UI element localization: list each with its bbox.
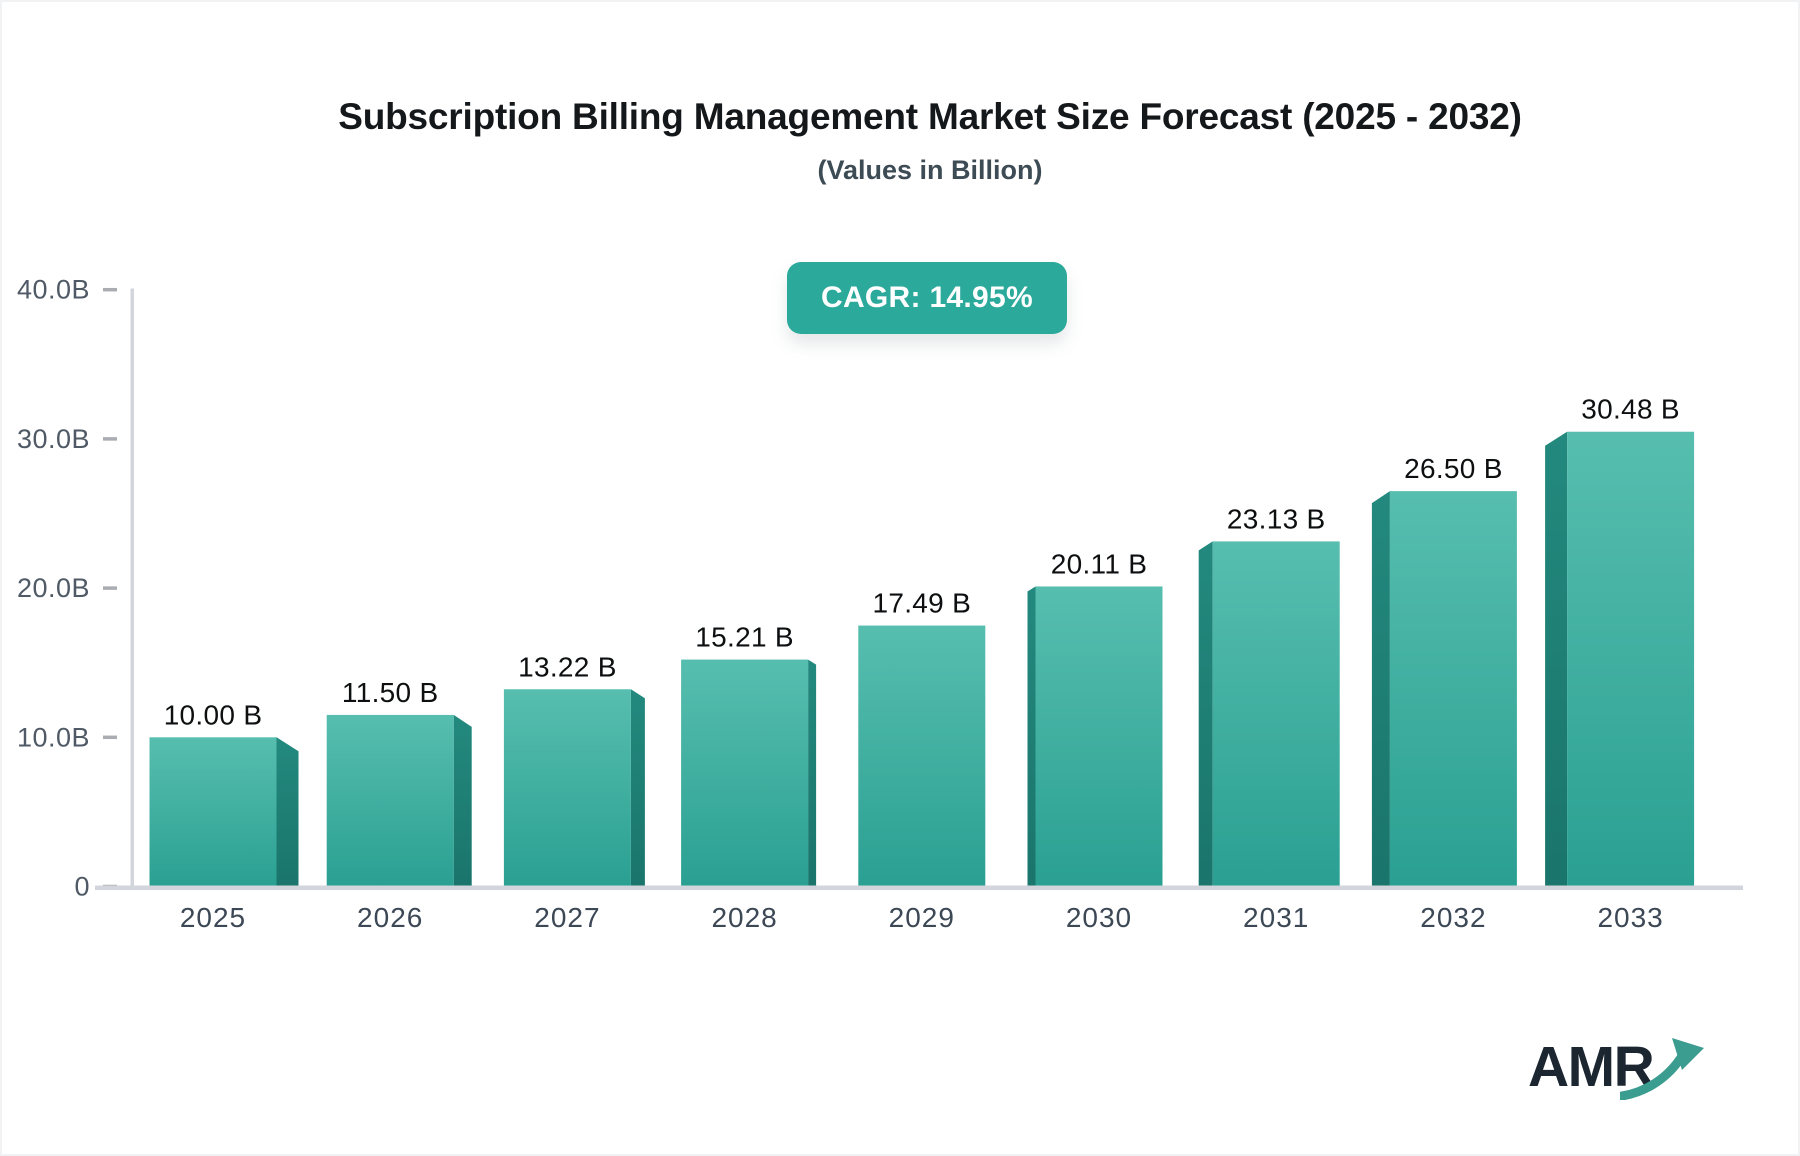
bar-value-label: 13.22 B: [518, 651, 617, 682]
x-category-label: 2031: [1243, 902, 1309, 933]
x-axis-line: [95, 885, 1743, 890]
bar-value-label: 11.50 B: [342, 677, 439, 708]
brand-logo: AMR: [1528, 1034, 1718, 1112]
bar-2025: 10.00 B: [149, 699, 299, 887]
y-tick-mark: [103, 586, 117, 590]
bar-side-face: [453, 714, 472, 887]
growth-arrow-swoosh: [1620, 1051, 1687, 1100]
y-tick-mark: [103, 437, 117, 441]
bar-2033: 30.48 B: [1545, 394, 1695, 887]
chart-header: Subscription Billing Management Market S…: [180, 96, 1680, 186]
x-category-label: 2027: [534, 902, 600, 933]
y-tick-label: 10.0B: [17, 722, 90, 752]
y-tick-mark: [103, 287, 117, 292]
bar-2027: 13.22 B: [503, 651, 645, 887]
y-tick-label: 40.0B: [17, 275, 90, 305]
bar-side-face: [1198, 541, 1213, 887]
y-tick-label: 20.0B: [17, 573, 90, 603]
y-tick-label: 30.0B: [17, 424, 90, 454]
bar-front-face: [326, 714, 454, 887]
y-tick-label: 0: [74, 872, 90, 902]
bar-2029: 17.49 B: [858, 588, 986, 887]
x-category-label: 2033: [1597, 902, 1663, 933]
x-category-label: 2028: [711, 902, 777, 933]
x-category-label: 2029: [889, 902, 955, 933]
x-category-label: 2032: [1420, 902, 1486, 933]
bar-value-label: 17.49 B: [872, 588, 971, 619]
bar-value-label: 20.11 B: [1051, 548, 1148, 579]
bar-side-face: [276, 737, 299, 887]
bar-side-face: [808, 659, 817, 887]
growth-arrow-icon: [1620, 1038, 1704, 1100]
bar-value-label: 23.13 B: [1227, 503, 1326, 534]
bar-2026: 11.50 B: [326, 677, 472, 887]
bar-front-face: [149, 737, 277, 887]
bar-value-label: 26.50 B: [1404, 453, 1503, 484]
chart-subtitle: (Values in Billion): [817, 155, 1043, 185]
bar-value-label: 30.48 B: [1581, 394, 1680, 425]
bar-front-face: [858, 625, 986, 887]
bar-side-face: [1027, 586, 1036, 887]
bar-front-face: [681, 659, 809, 887]
bar-value-label: 10.00 B: [164, 699, 263, 730]
bar-side-face: [630, 689, 645, 887]
bar-front-face: [1035, 586, 1163, 887]
bar-front-face: [1212, 541, 1340, 887]
bar-2032: 26.50 B: [1371, 453, 1517, 887]
growth-arrow-head: [1672, 1038, 1704, 1070]
x-category-label: 2025: [180, 902, 246, 933]
bar-2030: 20.11 B: [1027, 548, 1163, 887]
x-category-label: 2026: [357, 902, 423, 933]
bar-side-face: [1545, 431, 1568, 887]
bar-front-face: [1389, 491, 1517, 887]
cagr-badge: CAGR: 14.95%: [786, 262, 1068, 334]
bar-value-label: 15.21 B: [695, 622, 794, 653]
bar-2031: 23.13 B: [1198, 503, 1340, 887]
y-axis-line: [130, 288, 134, 889]
y-tick-mark: [103, 735, 117, 740]
brand-logo-text: AMR: [1528, 1035, 1655, 1099]
bar-2028: 15.21 B: [681, 622, 817, 887]
bar-front-face: [1567, 431, 1695, 887]
chart-title: Subscription Billing Management Market S…: [338, 96, 1522, 137]
bar-front-face: [503, 689, 631, 887]
x-category-label: 2030: [1066, 902, 1132, 933]
bar-side-face: [1371, 491, 1390, 887]
